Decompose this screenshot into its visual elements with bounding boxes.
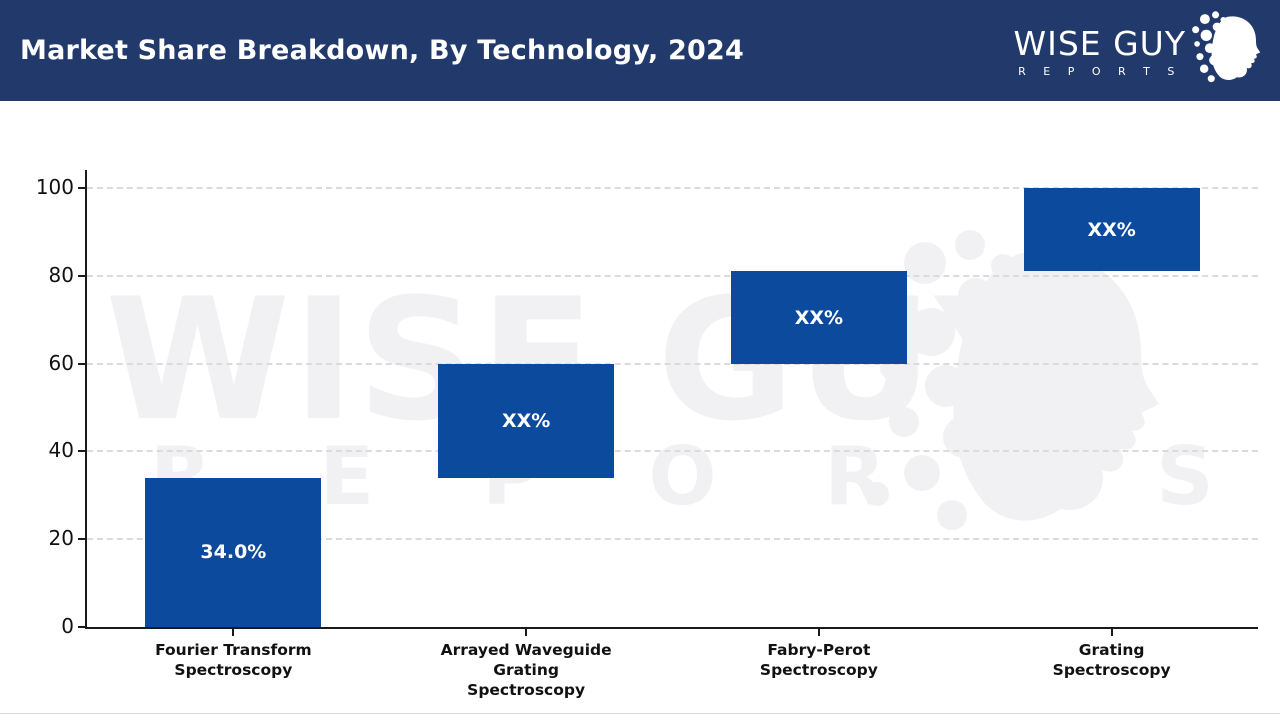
y-tick-mark — [78, 538, 87, 541]
bar-label-arrayed-waveguide-grating-spectroscopy: XX% — [501, 409, 551, 432]
category-label-fourier-transform-spectroscopy: Fourier Transform Spectroscopy — [155, 641, 312, 679]
bar-fourier-transform-spectroscopy: 34.0% — [145, 477, 322, 627]
bar-arrayed-waveguide-grating-spectroscopy: XX% — [438, 363, 615, 478]
y-tick-label: 40 — [48, 438, 74, 463]
logo-name: WISE GUY — [1013, 23, 1186, 63]
y-axis-line — [85, 170, 87, 629]
bar-label-fabry-perot-spectroscopy: XX% — [794, 306, 844, 329]
x-tick-mark — [817, 629, 820, 636]
category-label-fabry-perot-spectroscopy: Fabry-Perot Spectroscopy — [759, 641, 878, 679]
y-tick-label: 80 — [48, 262, 74, 287]
wise-guy-logo: WISE GUY R E P O R T S — [1013, 8, 1280, 94]
bottom-divider — [0, 713, 1280, 714]
y-tick-label: 100 — [35, 175, 74, 199]
bar-fabry-perot-spectroscopy: XX% — [730, 271, 907, 364]
category-label-grating-spectroscopy: Grating Spectroscopy — [1052, 641, 1171, 679]
header-bar: Market Share Breakdown, By Technology, 2… — [0, 0, 1280, 101]
x-tick-mark — [232, 629, 235, 636]
y-tick-label: 20 — [48, 526, 74, 551]
y-tick-mark — [78, 274, 87, 277]
logo-head-icon — [1192, 10, 1261, 82]
logo-text: WISE GUY R E P O R T S — [1013, 24, 1186, 78]
x-tick-mark — [1110, 629, 1113, 636]
y-tick-mark — [78, 187, 87, 189]
y-tick-mark — [78, 450, 87, 453]
y-tick-label: 60 — [48, 350, 74, 375]
bar-label-grating-spectroscopy: XX% — [1087, 218, 1136, 241]
gridline-100 — [87, 187, 1258, 189]
y-tick-mark — [78, 362, 87, 365]
category-label-arrayed-waveguide-grating-spectroscopy: Arrayed Waveguide Grating Spectroscopy — [440, 641, 612, 699]
bar-grating-spectroscopy: XX% — [1023, 188, 1200, 272]
page-title: Market Share Breakdown, By Technology, 2… — [20, 35, 745, 66]
gridline-40 — [87, 450, 1258, 453]
x-tick-mark — [525, 629, 528, 636]
gridline-60 — [87, 362, 1258, 365]
watermark-head-icon — [865, 230, 1159, 530]
y-tick-mark — [78, 626, 87, 628]
x-axis-line — [85, 627, 1258, 629]
gridline-20 — [87, 538, 1258, 541]
logo-tagline: R E P O R T S — [1018, 64, 1182, 78]
gridline-80 — [87, 274, 1258, 277]
bar-label-fourier-transform-spectroscopy: 34.0% — [200, 541, 267, 564]
y-tick-label: 0 — [61, 614, 74, 638]
